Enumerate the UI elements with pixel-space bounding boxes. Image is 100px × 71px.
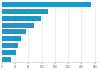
Bar bbox=[2, 36, 21, 41]
Bar bbox=[2, 2, 91, 7]
Bar bbox=[2, 57, 11, 62]
Bar bbox=[2, 43, 18, 48]
Bar bbox=[2, 50, 16, 55]
Bar bbox=[2, 29, 26, 35]
Bar bbox=[2, 16, 41, 21]
Bar bbox=[2, 23, 34, 28]
Bar bbox=[2, 9, 48, 14]
